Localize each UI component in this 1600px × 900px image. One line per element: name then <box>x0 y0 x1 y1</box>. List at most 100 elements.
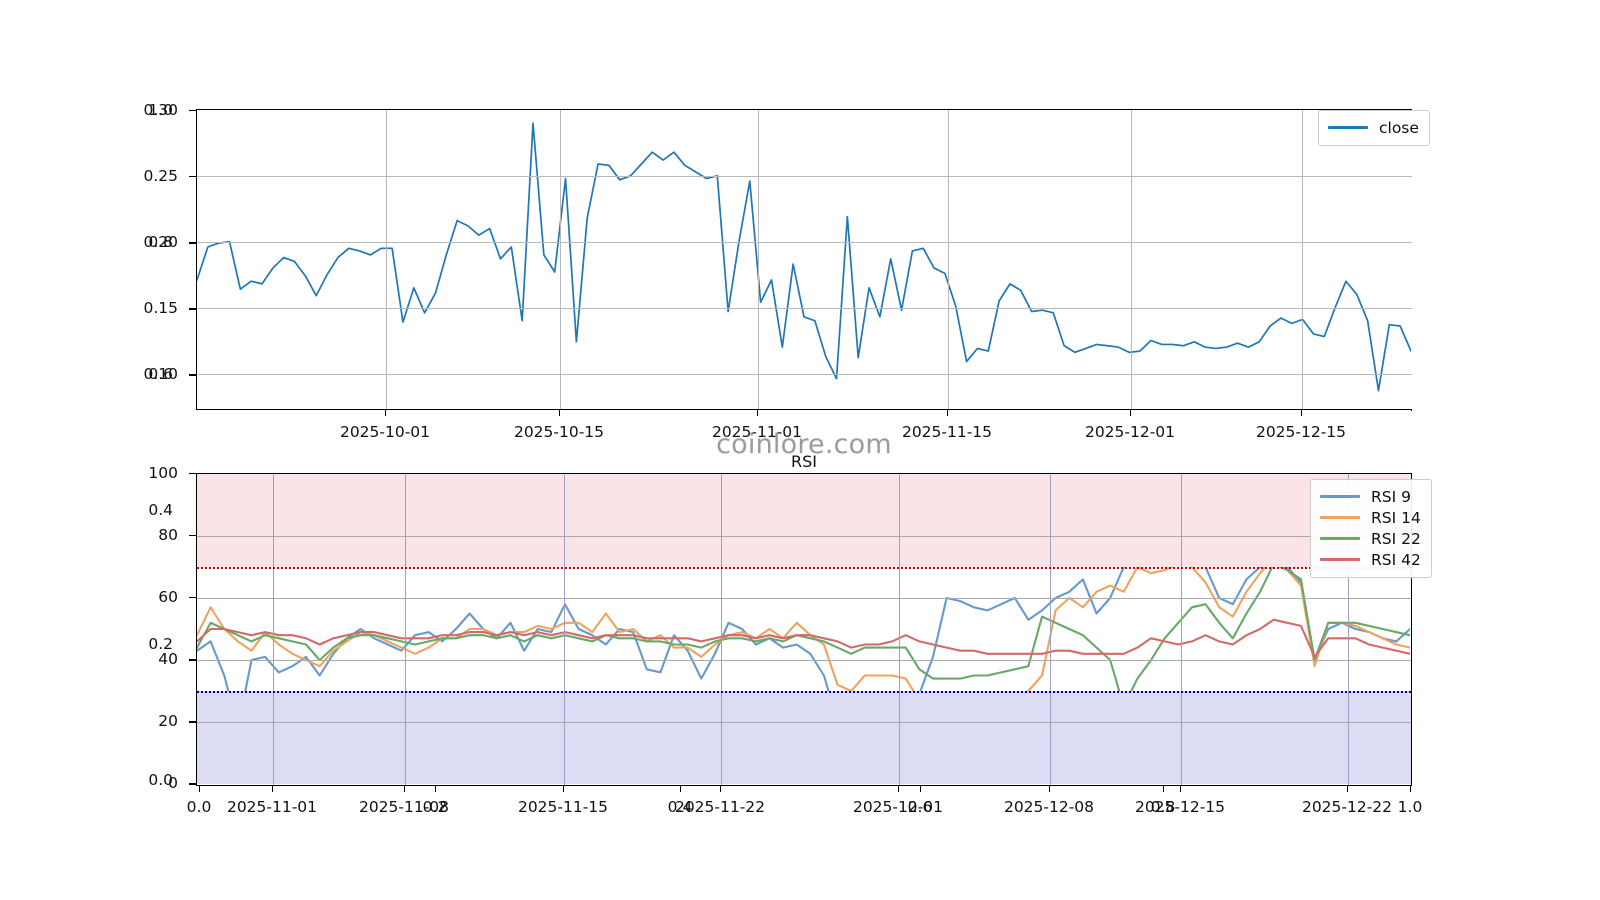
rsi-x-tick-mark <box>563 786 565 792</box>
close-series-path <box>197 122 1411 392</box>
price-x-tick-mark <box>385 410 387 416</box>
gridline <box>197 536 1411 538</box>
price-x-tick-mark <box>559 410 561 416</box>
rsi-y-tick-mark <box>189 535 196 537</box>
price-y-tick-label-secondary: 0.8 <box>148 233 173 252</box>
rsi-chart-panel <box>196 473 1412 786</box>
rsi-x-tick-mark <box>1347 786 1349 792</box>
price-x-tick-label: 2025-12-01 <box>1084 423 1176 441</box>
rsi-x-tick-mark <box>272 786 274 792</box>
rsi-y-tick-mark <box>189 597 196 599</box>
rsi-y-tick-label: 60 <box>158 588 178 607</box>
gridline <box>1181 474 1182 785</box>
rsi-x-tick-mark <box>720 786 722 792</box>
price-y-tick-mark <box>189 110 196 112</box>
price-x-tick-mark <box>1301 410 1303 416</box>
watermark: coinlore.com <box>716 429 892 460</box>
price-x-tick-label: 2025-11-01 <box>711 423 803 441</box>
overbought-threshold-line <box>197 567 1411 570</box>
rsi-series-path-0 <box>197 541 1410 739</box>
legend-color-swatch <box>1320 495 1360 498</box>
oversold-band <box>197 691 1411 785</box>
rsi-x-tick-label: 2025-12-22 <box>1301 798 1393 816</box>
legend-item[interactable]: RSI 14 <box>1320 507 1421 528</box>
rsi-series-path-1 <box>197 556 1410 717</box>
gridline <box>1050 474 1051 785</box>
rsi-y-tick-mark <box>189 721 196 723</box>
legend-color-swatch <box>1328 126 1368 129</box>
gridline <box>1302 110 1303 409</box>
rsi-x-tick-mark-secondary <box>435 786 437 792</box>
rsi-y-tick-label-secondary: 0.4 <box>148 501 173 520</box>
legend-label: RSI 9 <box>1371 487 1411 506</box>
rsi-x-tick-label: 2025-12-01 <box>852 798 944 816</box>
rsi-x-tick-mark-secondary <box>1163 786 1165 792</box>
rsi-x-tick-label: 2025-12-08 <box>1003 798 1095 816</box>
legend-label: RSI 22 <box>1371 529 1421 548</box>
rsi-x-tick-mark <box>404 786 406 792</box>
price-x-tick-label: 2025-10-15 <box>513 423 605 441</box>
rsi-legend: RSI 9 RSI 14 RSI 22 RSI 42 <box>1310 479 1432 578</box>
rsi-x-tick-label: 2025-11-08 <box>358 798 450 816</box>
rsi-y-tick-label: 20 <box>158 712 178 731</box>
price-panel-top-border <box>196 109 1412 111</box>
gridline <box>1131 110 1132 409</box>
gridline <box>405 474 406 785</box>
legend-label: RSI 42 <box>1371 550 1421 569</box>
price-x-tick-mark <box>757 410 759 416</box>
rsi-x-tick-label-secondary: 0.0 <box>186 798 212 816</box>
legend-item[interactable]: RSI 22 <box>1320 528 1421 549</box>
rsi-line-series <box>197 541 1410 739</box>
price-y-tick-label: 0.25 <box>143 167 178 186</box>
price-y-tick-label-secondary: 1.0 <box>148 101 173 119</box>
gridline <box>758 110 759 409</box>
legend-item[interactable]: RSI 9 <box>1320 486 1421 507</box>
rsi-y-tick-label: 80 <box>158 526 178 545</box>
gridline <box>386 110 387 409</box>
price-y-tick-label: 0.15 <box>143 299 178 318</box>
rsi-y-tick-mark <box>189 659 196 661</box>
gridline <box>197 598 1411 600</box>
gridline <box>197 176 1412 178</box>
price-x-tick-mark <box>1130 410 1132 416</box>
rsi-x-tick-mark-secondary <box>680 786 682 792</box>
price-y-tick-label: 0.20 <box>143 233 178 252</box>
legend-item[interactable]: close <box>1328 117 1419 138</box>
rsi-x-tick-label-secondary: 0.4 <box>667 798 693 816</box>
rsi-y-tick-label-secondary: 0.0 <box>148 771 173 790</box>
price-x-tick-label: 2025-11-15 <box>901 423 993 441</box>
price-y-tick-mark <box>189 242 196 244</box>
gridline <box>560 110 561 409</box>
rsi-y-tick-label: 40 <box>158 650 178 669</box>
gridline <box>948 110 949 409</box>
rsi-x-tick-label: 2025-12-15 <box>1134 798 1226 816</box>
price-chart-panel <box>196 110 1412 410</box>
overbought-band <box>197 474 1411 568</box>
rsi-y-tick-mark <box>189 783 196 785</box>
price-x-tick-mark <box>947 410 949 416</box>
rsi-x-tick-label-secondary: 0.6 <box>907 798 933 816</box>
rsi-x-tick-mark <box>1049 786 1051 792</box>
rsi-x-tick-label-secondary: 1.0 <box>1397 798 1423 816</box>
legend-label: close <box>1379 118 1419 137</box>
price-x-tick-label: 2025-10-01 <box>339 423 431 441</box>
rsi-y-tick-label: 0 <box>168 774 178 793</box>
rsi-y-tick-mark <box>189 473 196 475</box>
legend-item[interactable]: RSI 42 <box>1320 549 1421 570</box>
price-legend: close <box>1318 110 1430 146</box>
oversold-threshold-line <box>197 691 1411 694</box>
gridline <box>1348 474 1349 785</box>
rsi-x-tick-label: 2025-11-15 <box>517 798 609 816</box>
gridline <box>197 722 1411 724</box>
rsi-panel-title: RSI <box>791 452 817 471</box>
gridline <box>899 474 900 785</box>
rsi-x-tick-mark-secondary <box>199 786 201 792</box>
gridline <box>197 308 1412 310</box>
rsi-y-tick-label-secondary: 0.2 <box>148 634 173 653</box>
legend-color-swatch <box>1320 558 1360 561</box>
gridline <box>273 474 274 785</box>
rsi-series-path-3 <box>197 618 1410 658</box>
price-line-series <box>197 122 1411 392</box>
rsi-series-path-2 <box>197 562 1410 708</box>
rsi-x-tick-label-secondary: 0.2 <box>422 798 448 816</box>
